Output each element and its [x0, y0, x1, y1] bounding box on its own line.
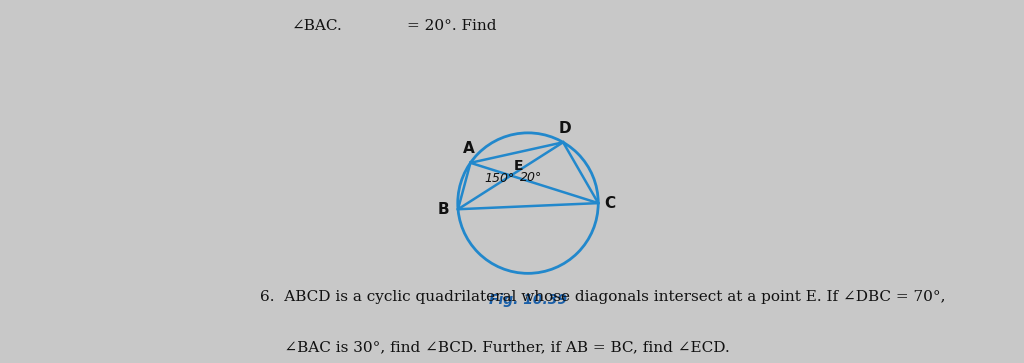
Text: ∠BAC.: ∠BAC. [292, 19, 343, 33]
Text: 20°: 20° [519, 171, 542, 184]
Text: 150°: 150° [484, 172, 514, 185]
Text: ∠BAC is 30°, find ∠BCD. Further, if AB = BC, find ∠ECD.: ∠BAC is 30°, find ∠BCD. Further, if AB =… [260, 340, 729, 354]
Text: 6.  ABCD is a cyclic quadrilateral whose diagonals intersect at a point E. If ∠D: 6. ABCD is a cyclic quadrilateral whose … [260, 290, 945, 303]
Text: A: A [463, 141, 474, 156]
Text: C: C [605, 196, 615, 211]
Text: Fig. 10.39: Fig. 10.39 [489, 293, 567, 307]
Text: E: E [514, 159, 523, 173]
Text: = 20°. Find: = 20°. Find [408, 19, 497, 33]
Text: D: D [559, 121, 571, 136]
Text: B: B [438, 202, 450, 217]
